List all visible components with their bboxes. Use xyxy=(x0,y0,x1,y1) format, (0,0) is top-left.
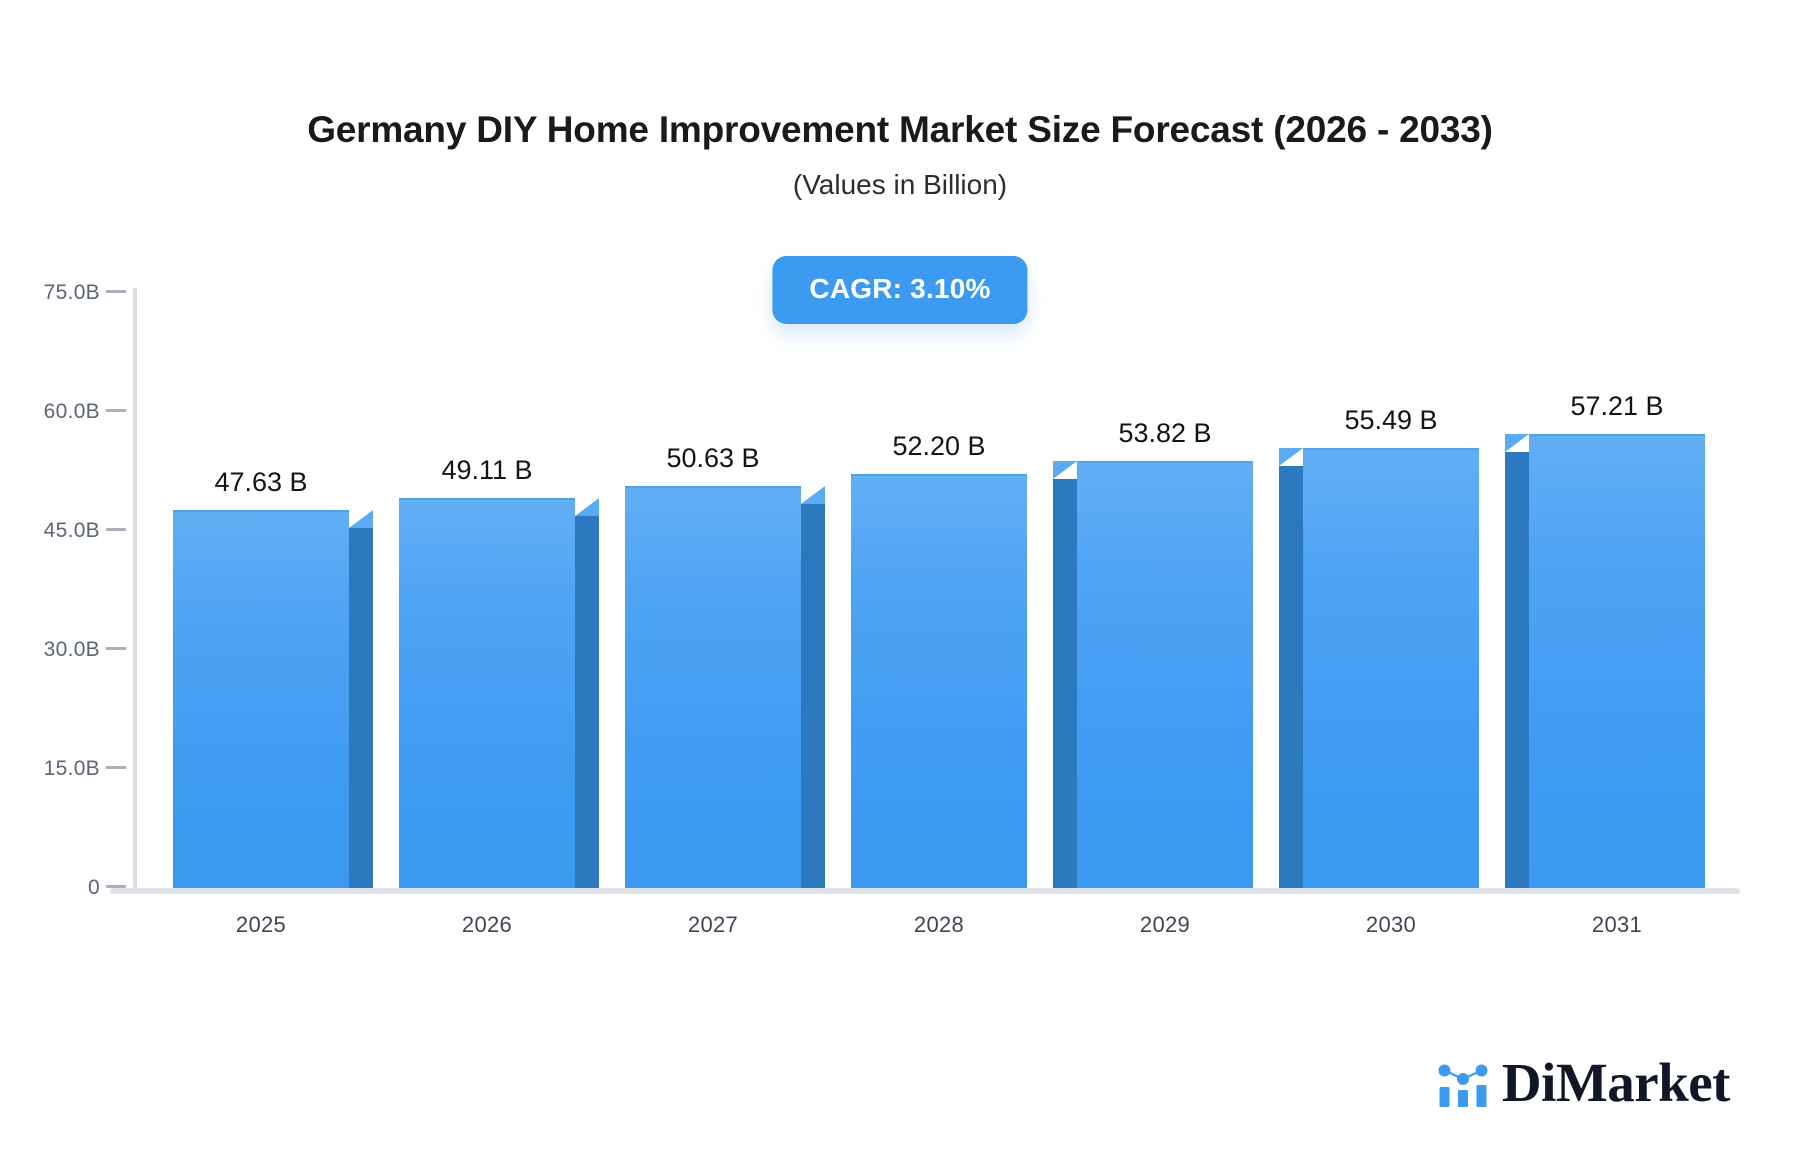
y-axis-tick-label: 30.0B xyxy=(43,638,100,661)
bar-value-label: 55.49 B xyxy=(1344,404,1438,435)
y-axis-tick-label: 0 xyxy=(88,876,100,899)
chart-subtitle: (Values in Billion) xyxy=(792,169,1008,201)
dimarket-logo: DiMarket xyxy=(1437,1052,1731,1113)
x-axis-label-2029: 2029 xyxy=(1139,912,1191,937)
y-axis-tick-label: 15.0B xyxy=(43,757,100,780)
x-axis-label-2031: 2031 xyxy=(1591,912,1643,937)
bar-value-label: 47.63 B xyxy=(214,467,308,498)
y-axis-tick-mark xyxy=(106,766,126,770)
bar-side-face-right xyxy=(800,504,825,888)
bar-value-label: 49.11 B xyxy=(441,455,533,486)
chart-title: Germany DIY Home Improvement Market Size… xyxy=(307,109,1493,150)
bar-side-face-right xyxy=(574,516,599,888)
bar-front-face xyxy=(1077,461,1253,888)
y-axis-tick-mark xyxy=(106,647,126,651)
y-axis-tick: 60.0B xyxy=(0,400,126,424)
y-axis-tick-label: 75.0B xyxy=(43,281,100,304)
bar-value-label: 57.21 B xyxy=(1570,391,1664,422)
x-axis-label-2026: 2026 xyxy=(461,912,513,937)
y-axis-tick: 30.0B xyxy=(0,638,126,662)
x-axis-label-2027: 2027 xyxy=(687,912,739,937)
bar-front-face xyxy=(173,510,349,888)
cagr-badge: CAGR: 3.10% xyxy=(772,256,1028,324)
x-axis-line xyxy=(110,888,1740,894)
y-axis-tick-mark xyxy=(106,885,126,889)
y-axis-tick-label: 45.0B xyxy=(43,519,100,542)
bar-2028[interactable]: 52.20 B xyxy=(851,431,1027,888)
bar-top-face-right xyxy=(348,510,373,529)
bar-2027[interactable]: 50.63 B xyxy=(625,443,825,888)
bar-top-face-right xyxy=(574,498,599,517)
y-axis-tick: 0 xyxy=(0,876,126,900)
y-axis-tick-mark xyxy=(106,528,126,532)
bar-top-face-right xyxy=(800,486,825,505)
bar-chart-trend-icon xyxy=(1437,1057,1489,1109)
y-axis-line xyxy=(133,288,137,892)
bar-front-face xyxy=(851,473,1027,888)
bar-2026[interactable]: 49.11 B xyxy=(399,455,599,888)
bar-side-face-left xyxy=(1505,452,1530,888)
bar-2025[interactable]: 47.63 B xyxy=(173,467,373,888)
bar-front-face xyxy=(399,498,575,888)
y-axis-tick: 15.0B xyxy=(0,757,126,781)
bar-2029[interactable]: 53.82 B xyxy=(1053,418,1253,888)
title-block: Germany DIY Home Improvement Market Size… xyxy=(0,108,1800,201)
bar-value-label: 52.20 B xyxy=(892,430,986,461)
bar-2030[interactable]: 55.49 B xyxy=(1279,405,1479,888)
bar-value-label: 50.63 B xyxy=(666,443,760,474)
bar-front-face xyxy=(1529,434,1705,888)
x-axis-label-2030: 2030 xyxy=(1365,912,1417,937)
bar-top-face-left xyxy=(1053,461,1078,480)
y-axis-tick-mark xyxy=(106,409,126,413)
bar-top-face-left xyxy=(1505,434,1530,453)
bar-side-face-left xyxy=(1279,465,1304,888)
bar-2031[interactable]: 57.21 B xyxy=(1505,391,1705,888)
y-axis-tick-mark xyxy=(106,290,126,294)
y-axis-tick: 75.0B xyxy=(0,281,126,305)
bar-value-label: 53.82 B xyxy=(1118,418,1212,449)
bar-side-face-left xyxy=(1053,479,1078,888)
y-axis-tick: 45.0B xyxy=(0,519,126,543)
bar-side-face-right xyxy=(348,528,373,888)
x-axis-label-2028: 2028 xyxy=(913,912,965,937)
bar-front-face xyxy=(1303,447,1479,888)
logo-text: DiMarket xyxy=(1501,1052,1731,1113)
y-axis-tick-label: 60.0B xyxy=(43,400,100,423)
bar-top-face-left xyxy=(1279,447,1304,466)
x-axis-label-2025: 2025 xyxy=(235,912,287,937)
bar-front-face xyxy=(625,486,801,888)
